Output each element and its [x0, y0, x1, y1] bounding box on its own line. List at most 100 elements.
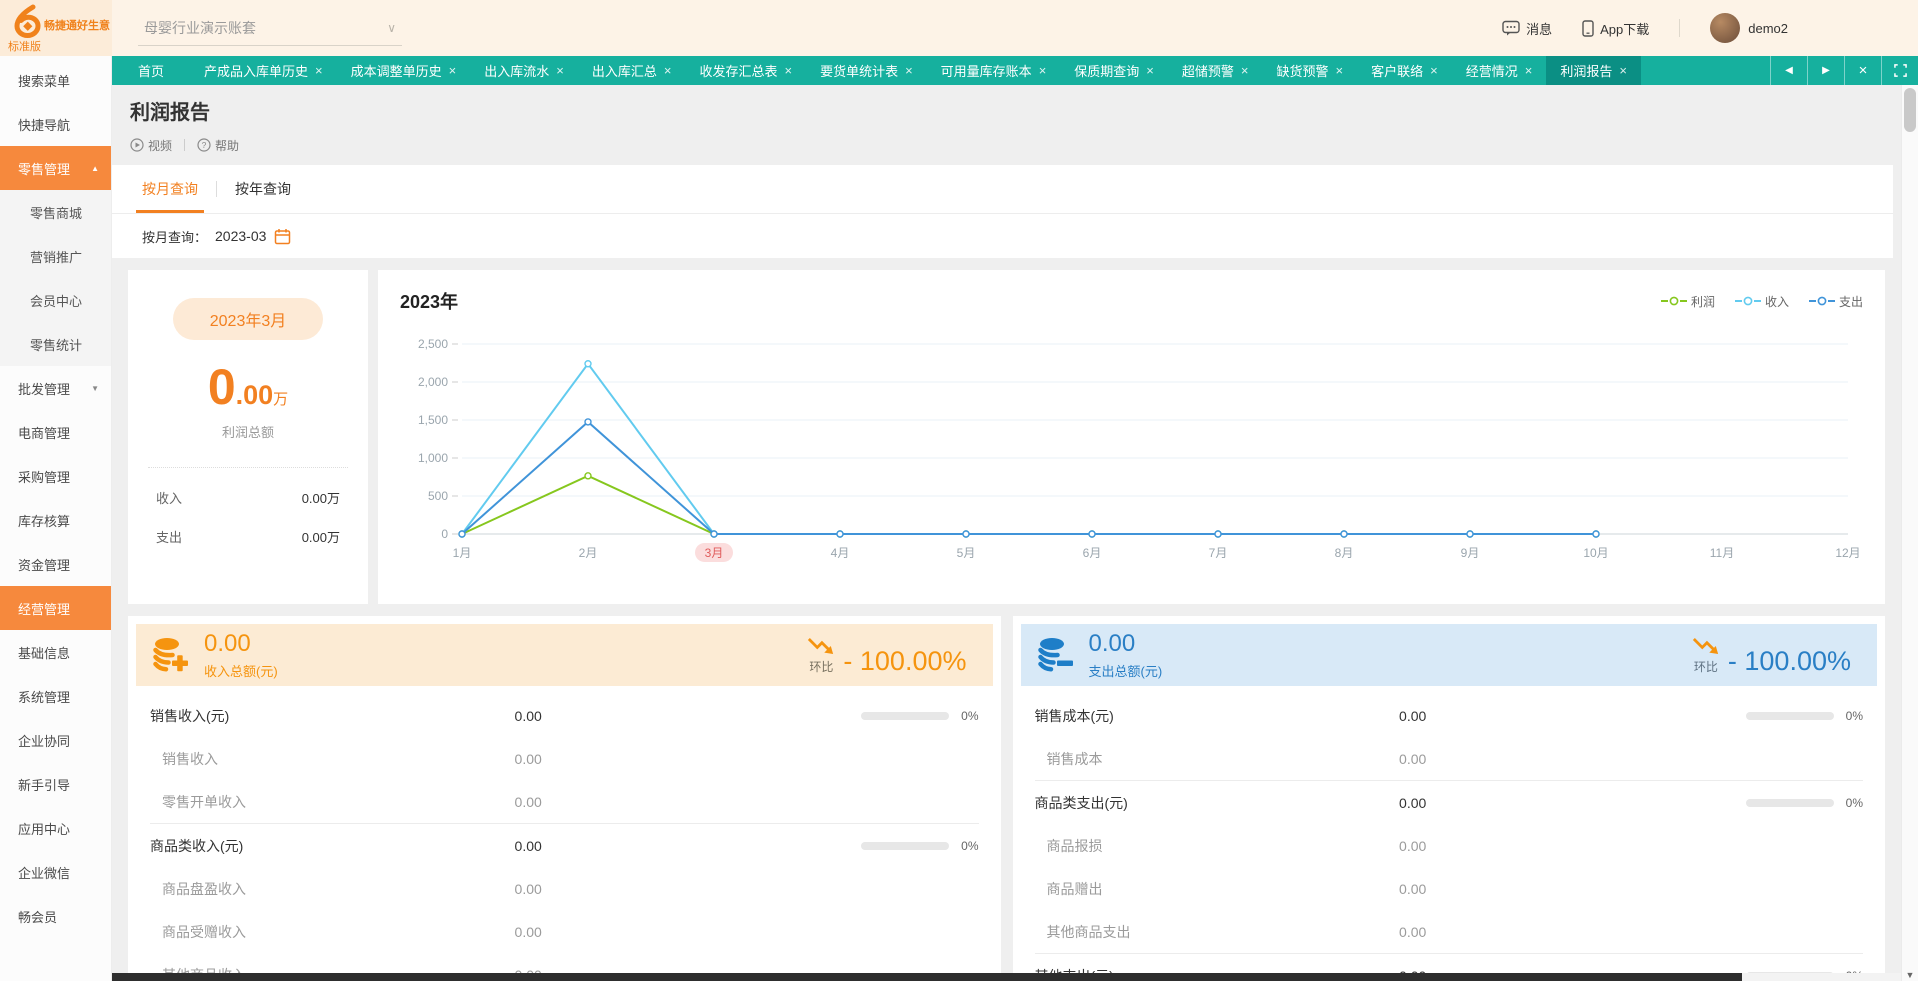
tab-label: 收发存汇总表 [699, 64, 778, 79]
tab-8[interactable]: 保质期查询 × [1060, 56, 1168, 85]
app-logo[interactable]: 畅捷通好生意 标准版 [0, 0, 112, 56]
sidebar-item-label: 经营管理 [18, 601, 71, 617]
tab-scroll-right-button[interactable]: ▶ [1807, 56, 1844, 85]
row-percent-group: 0% [839, 839, 979, 853]
tab-scroll-left-button[interactable]: ◀ [1770, 56, 1807, 85]
tab-7[interactable]: 可用量库存账本 × [927, 56, 1061, 85]
sidebar-item-label: 电商管理 [18, 425, 71, 441]
sidebar-item-19[interactable]: 畅会员 [0, 894, 111, 938]
sidebar-item-10[interactable]: 库存核算 [0, 498, 111, 542]
message-icon [1502, 20, 1520, 36]
tab-11[interactable]: 客户联络 × [1357, 56, 1452, 85]
sidebar-item-14[interactable]: 系统管理 [0, 674, 111, 718]
income-mom-change: 环比 - 100.00% [807, 636, 967, 675]
sidebar-item-4[interactable]: 营销推广 [0, 234, 111, 278]
tab-monthly-query[interactable]: 按月查询 [136, 165, 204, 213]
tab-12[interactable]: 经营情况 × [1452, 56, 1547, 85]
calendar-icon[interactable] [274, 228, 291, 245]
account-select[interactable]: 母婴行业演示账套 ∨ [138, 11, 402, 46]
svg-text:5月: 5月 [957, 546, 976, 560]
row-value: 0.00 [514, 707, 542, 724]
sidebar-item-11[interactable]: 资金管理 [0, 542, 111, 586]
sidebar-item-17[interactable]: 应用中心 [0, 806, 111, 850]
tab-yearly-query[interactable]: 按年查询 [235, 181, 291, 197]
tab-close-icon[interactable]: × [1038, 63, 1047, 78]
tab-3[interactable]: 出入库流水 × [470, 56, 578, 85]
progress-bar [1745, 798, 1834, 807]
tab-4[interactable]: 出入库汇总 × [578, 56, 686, 85]
tab-close-icon[interactable]: × [315, 63, 323, 78]
tab-10[interactable]: 缺货预警 × [1263, 56, 1358, 85]
sidebar-item-label: 基础信息 [18, 645, 71, 661]
progress-bar [861, 711, 950, 720]
sidebar-item-13[interactable]: 基础信息 [0, 630, 111, 674]
scrollbar-thumb[interactable] [1904, 88, 1916, 132]
tab-1[interactable]: 产成品入库单历史 × [190, 56, 337, 85]
help-link-label: 帮助 [215, 138, 240, 153]
tab-close-icon[interactable]: × [784, 63, 793, 78]
scroll-down-icon[interactable]: ▼ [1905, 970, 1915, 980]
sidebar-item-8[interactable]: 电商管理 [0, 410, 111, 454]
sidebar-item-2[interactable]: 零售管理 ▲ [0, 146, 111, 190]
svg-text:1,000: 1,000 [418, 451, 448, 465]
sidebar-item-0[interactable]: 搜索菜单 [0, 58, 111, 102]
tab-close-icon[interactable]: × [663, 63, 672, 78]
tab-label: 出入库汇总 [591, 64, 657, 79]
svg-text:8月: 8月 [1335, 546, 1354, 560]
tab-close-icon[interactable]: × [1146, 63, 1154, 78]
tab-2[interactable]: 成本调整单历史 × [337, 56, 471, 85]
tab-6[interactable]: 要货单统计表 × [806, 56, 927, 85]
row-label: 销售成本 [1046, 750, 1103, 767]
tab-close-all-button[interactable]: × [1844, 56, 1881, 85]
svg-text:1月: 1月 [453, 546, 472, 560]
vertical-scrollbar[interactable]: ▼ [1901, 85, 1918, 981]
sidebar-item-label: 企业协同 [18, 733, 71, 749]
tab-9[interactable]: 超储预警 × [1168, 56, 1263, 85]
divider [184, 139, 186, 151]
help-link[interactable]: ? 帮助 [197, 137, 239, 154]
play-icon [130, 138, 144, 152]
tab-close-icon[interactable]: × [1240, 63, 1249, 78]
query-tabs: 按月查询 按年查询 [112, 165, 1893, 214]
tab-close-icon[interactable]: × [1619, 63, 1627, 78]
percent-label: 0% [1845, 708, 1863, 723]
tab-close-icon[interactable]: × [448, 63, 457, 78]
sidebar-item-18[interactable]: 企业微信 [0, 850, 111, 894]
scrollbar-thumb[interactable] [112, 973, 1742, 981]
sidebar-item-5[interactable]: 会员中心 [0, 278, 111, 322]
sidebar-item-7[interactable]: 批发管理 ▼ [0, 366, 111, 410]
messages-button[interactable]: 消息 [1502, 19, 1552, 38]
tab-close-icon[interactable]: × [905, 63, 913, 78]
sidebar-item-3[interactable]: 零售商城 [0, 190, 111, 234]
tab-0[interactable]: 首页 [112, 56, 190, 85]
expense-panel: 0.00 支出总额(元) 环比 - 100.00% [1012, 616, 1885, 981]
sidebar-item-6[interactable]: 零售统计 [0, 322, 111, 366]
income-row-5: 商品受赠收入 0.00 [150, 910, 979, 953]
legend-item-2[interactable]: 支出 [1808, 293, 1863, 310]
date-value[interactable]: 2023-03 [215, 228, 267, 244]
income-banner: 0.00 收入总额(元) 环比 - 100.00% [136, 624, 993, 686]
horizontal-scrollbar[interactable] [112, 973, 1901, 981]
app-download-button[interactable]: App下载 [1582, 19, 1649, 38]
fullscreen-button[interactable] [1881, 56, 1918, 85]
tab-controls: ◀ ▶ × [1770, 56, 1918, 85]
tab-close-icon[interactable]: × [1430, 63, 1438, 78]
percent-label: 0% [961, 708, 979, 723]
legend-item-1[interactable]: 收入 [1734, 293, 1789, 310]
sidebar-item-16[interactable]: 新手引导 [0, 762, 111, 806]
tab-close-icon[interactable]: × [556, 63, 564, 78]
video-link[interactable]: 视频 [130, 137, 172, 154]
sidebar-item-9[interactable]: 采购管理 [0, 454, 111, 498]
tab-13[interactable]: 利润报告 × [1546, 56, 1641, 85]
sidebar-item-12[interactable]: 经营管理 [0, 586, 111, 630]
user-menu[interactable]: demo2 [1710, 13, 1788, 43]
tab-close-icon[interactable]: × [1524, 63, 1533, 78]
sidebar-item-label: 畅会员 [18, 909, 58, 925]
sidebar-item-1[interactable]: 快捷导航 [0, 102, 111, 146]
legend-item-0[interactable]: 利润 [1660, 293, 1715, 310]
tab-close-icon[interactable]: × [1335, 63, 1344, 78]
tab-list: 首页 产成品入库单历史 × 成本调整单历史 × 出入库流水 × 出入库汇总 × 收发存汇总表 × 要货… [112, 56, 1641, 85]
sidebar-item-15[interactable]: 企业协同 [0, 718, 111, 762]
tab-5[interactable]: 收发存汇总表 × [685, 56, 806, 85]
profit-summary-card: 2023年3月 0.00万 利润总额 收入 0.00万 支出 0.00万 [128, 270, 368, 604]
